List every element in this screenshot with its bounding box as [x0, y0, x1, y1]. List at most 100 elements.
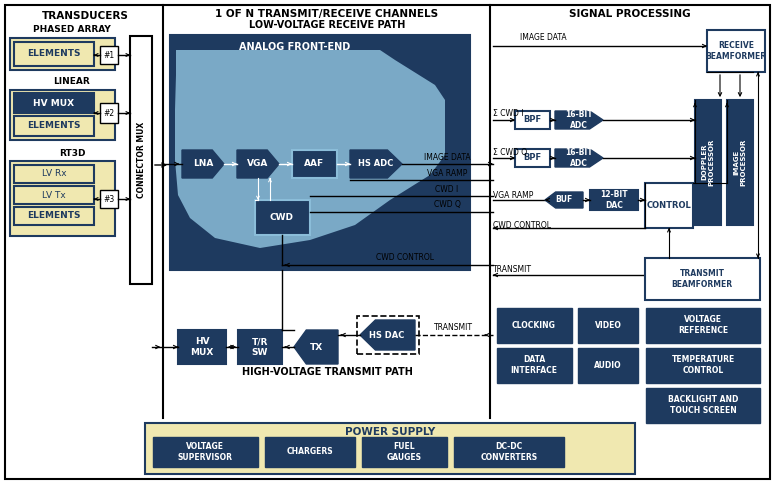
- Text: AAF: AAF: [304, 160, 324, 168]
- Text: VGA: VGA: [247, 160, 269, 168]
- Polygon shape: [555, 149, 603, 167]
- Bar: [590, 190, 638, 210]
- Bar: [292, 150, 337, 178]
- Text: CHARGERS: CHARGERS: [287, 448, 333, 456]
- Text: TRANSMIT
BEAMFORMER: TRANSMIT BEAMFORMER: [671, 269, 732, 288]
- Bar: [10, 38, 115, 70]
- Bar: [646, 348, 760, 383]
- Bar: [646, 388, 760, 423]
- Text: 16-BIT
ADC: 16-BIT ADC: [565, 148, 593, 167]
- Text: LOW-VOLTAGE RECEIVE PATH: LOW-VOLTAGE RECEIVE PATH: [249, 20, 405, 30]
- Text: Σ CWD Q: Σ CWD Q: [493, 148, 527, 156]
- Text: CWD CONTROL: CWD CONTROL: [493, 222, 551, 230]
- Bar: [578, 348, 638, 383]
- Text: VGA RAMP: VGA RAMP: [427, 168, 467, 178]
- Text: LV Rx: LV Rx: [42, 169, 67, 179]
- Bar: [100, 46, 118, 64]
- Bar: [255, 200, 310, 235]
- Text: FUEL
GAUGES: FUEL GAUGES: [387, 442, 422, 462]
- Bar: [454, 437, 564, 467]
- Text: POWER SUPPLY: POWER SUPPLY: [345, 427, 435, 437]
- Bar: [14, 93, 94, 113]
- Text: BACKLIGHT AND
TOUCH SCREEN: BACKLIGHT AND TOUCH SCREEN: [668, 395, 738, 415]
- Text: LNA: LNA: [193, 160, 213, 168]
- Text: LINEAR: LINEAR: [53, 77, 91, 87]
- Bar: [515, 111, 550, 129]
- Text: RT3D: RT3D: [59, 149, 85, 157]
- Bar: [170, 35, 470, 270]
- Text: 1 OF N TRANSMIT/RECEIVE CHANNELS: 1 OF N TRANSMIT/RECEIVE CHANNELS: [215, 9, 439, 19]
- Bar: [14, 42, 94, 66]
- Text: #3: #3: [103, 195, 115, 203]
- Polygon shape: [182, 150, 224, 178]
- Text: VIDEO: VIDEO: [594, 320, 622, 330]
- Text: 16-BIT
ADC: 16-BIT ADC: [565, 110, 593, 130]
- Text: VOLTAGE
SUPERVISOR: VOLTAGE SUPERVISOR: [177, 442, 232, 462]
- Text: ELEMENTS: ELEMENTS: [27, 121, 81, 131]
- Text: CONTROL: CONTROL: [646, 200, 691, 210]
- Text: TEMPERATURE
CONTROL: TEMPERATURE CONTROL: [671, 355, 735, 375]
- Bar: [362, 437, 447, 467]
- Text: RECEIVE
BEAMFORMER: RECEIVE BEAMFORMER: [705, 41, 766, 60]
- Bar: [265, 437, 355, 467]
- Text: CWD Q: CWD Q: [433, 200, 460, 210]
- Polygon shape: [555, 111, 603, 129]
- Text: TRANSMIT: TRANSMIT: [493, 266, 532, 274]
- Bar: [497, 348, 572, 383]
- Text: IMAGE
PROCESSOR: IMAGE PROCESSOR: [733, 138, 746, 186]
- Text: #2: #2: [103, 108, 115, 118]
- Text: DATA
INTERFACE: DATA INTERFACE: [511, 355, 557, 375]
- Bar: [10, 90, 115, 140]
- Bar: [695, 100, 721, 225]
- Text: HV
MUX: HV MUX: [191, 337, 214, 357]
- Text: CWD I: CWD I: [436, 184, 459, 194]
- Text: ELEMENTS: ELEMENTS: [27, 212, 81, 221]
- Text: HIGH-VOLTAGE TRANSMIT PATH: HIGH-VOLTAGE TRANSMIT PATH: [242, 367, 412, 377]
- Polygon shape: [350, 150, 402, 178]
- Polygon shape: [294, 330, 338, 364]
- Bar: [707, 30, 765, 72]
- Polygon shape: [237, 150, 279, 178]
- Text: AUDIO: AUDIO: [594, 361, 622, 369]
- Bar: [646, 308, 760, 343]
- Bar: [145, 423, 635, 474]
- Text: IMAGE DATA: IMAGE DATA: [520, 33, 567, 43]
- Text: BPF: BPF: [523, 116, 541, 124]
- Bar: [14, 207, 94, 225]
- Text: T/R
SW: T/R SW: [252, 337, 268, 357]
- Text: ELEMENTS: ELEMENTS: [27, 49, 81, 59]
- Bar: [14, 116, 94, 136]
- Text: HS ADC: HS ADC: [358, 160, 394, 168]
- Text: DOPPLER
PROCESSOR: DOPPLER PROCESSOR: [701, 138, 715, 186]
- Bar: [578, 308, 638, 343]
- Text: DC-DC
CONVERTERS: DC-DC CONVERTERS: [480, 442, 538, 462]
- Bar: [645, 183, 693, 228]
- Bar: [10, 161, 115, 236]
- Bar: [357, 316, 419, 354]
- Text: VOLTAGE
REFERENCE: VOLTAGE REFERENCE: [678, 315, 728, 335]
- Text: BPF: BPF: [523, 153, 541, 163]
- Text: VGA RAMP: VGA RAMP: [493, 192, 533, 200]
- Text: CLOCKING: CLOCKING: [512, 320, 556, 330]
- Bar: [238, 330, 282, 364]
- Text: PHASED ARRAY: PHASED ARRAY: [33, 26, 111, 34]
- Text: 12-BIT
DAC: 12-BIT DAC: [600, 190, 628, 210]
- Text: LV Tx: LV Tx: [42, 191, 66, 199]
- Bar: [645, 258, 760, 300]
- Bar: [14, 186, 94, 204]
- Text: HV MUX: HV MUX: [33, 99, 74, 107]
- Bar: [515, 149, 550, 167]
- Text: Σ CWD I: Σ CWD I: [493, 108, 523, 118]
- Bar: [497, 308, 572, 343]
- Polygon shape: [545, 192, 583, 208]
- Bar: [100, 103, 118, 123]
- Text: #1: #1: [103, 50, 115, 60]
- Bar: [727, 100, 753, 225]
- Bar: [14, 165, 94, 183]
- Text: HS DAC: HS DAC: [370, 331, 405, 339]
- Text: TRANSDUCERS: TRANSDUCERS: [42, 11, 129, 21]
- Bar: [153, 437, 258, 467]
- Bar: [178, 330, 226, 364]
- Polygon shape: [360, 320, 415, 350]
- Text: TX: TX: [309, 343, 322, 351]
